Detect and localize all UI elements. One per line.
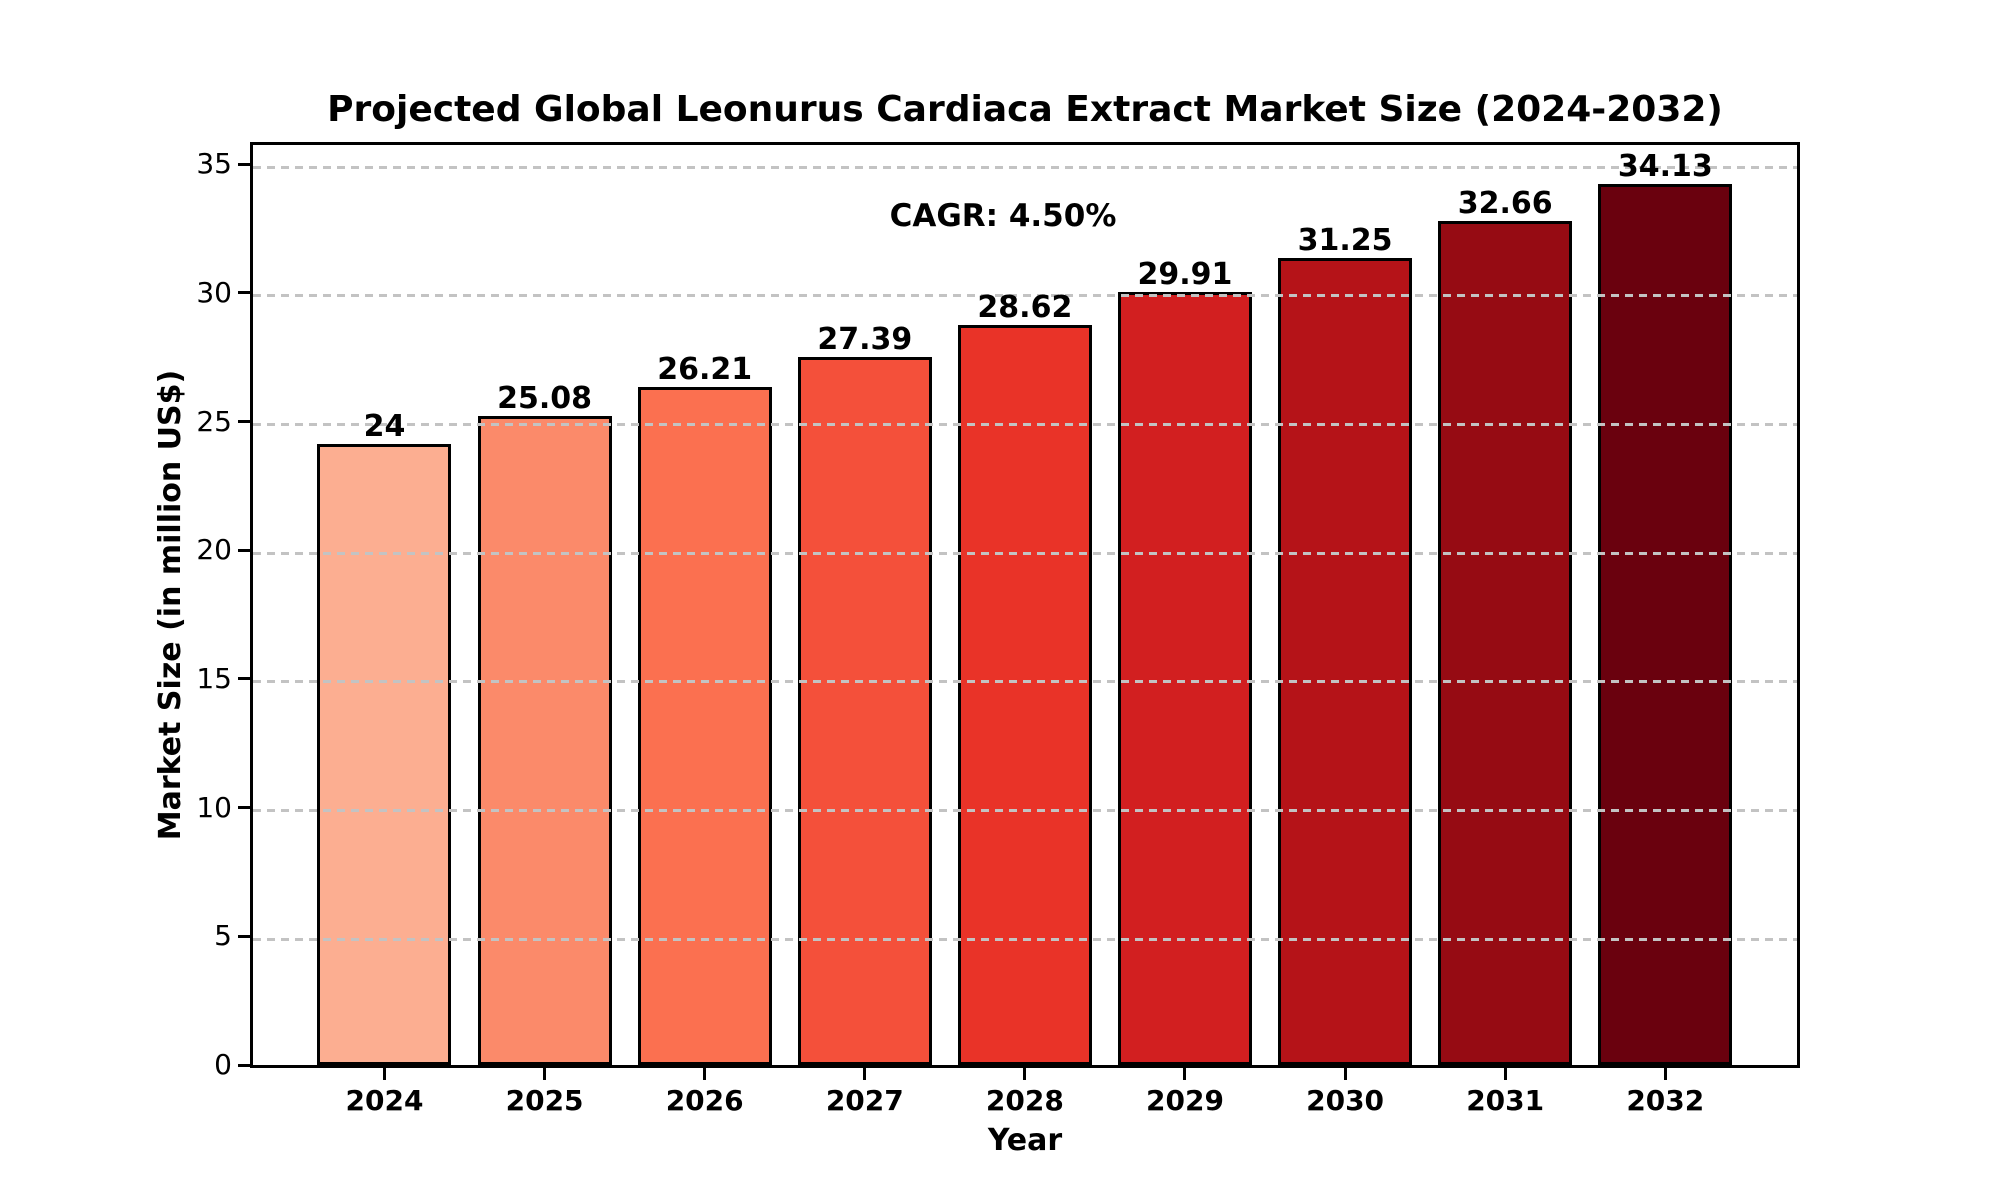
bar-value-label-2032: 34.13 [1617, 148, 1713, 184]
bar-value-label-2028: 28.62 [977, 290, 1073, 326]
bar-2025 [477, 416, 612, 1065]
x-axis-label: Year [987, 1123, 1063, 1158]
y-tick-label-35: 35 [196, 147, 232, 181]
bar-value-label-2031: 32.66 [1457, 186, 1553, 222]
bar-2026 [637, 387, 772, 1065]
x-tick-label-2028: 2028 [985, 1084, 1064, 1117]
gridline-y-25 [253, 423, 1797, 426]
bar-value-label-2024: 24 [363, 409, 406, 445]
bar-2030 [1278, 257, 1413, 1065]
bar-2032 [1598, 183, 1733, 1065]
x-tick-label-2029: 2029 [1146, 1084, 1224, 1117]
y-tick-mark-15 [238, 677, 250, 681]
bar-value-label-2026: 26.21 [657, 352, 753, 388]
x-tick-label-2031: 2031 [1466, 1084, 1545, 1117]
x-tick-mark-2026 [703, 1068, 707, 1080]
y-tick-mark-5 [238, 934, 250, 938]
bar-2024 [317, 444, 452, 1065]
bar-value-label-2029: 29.91 [1137, 257, 1233, 293]
y-tick-mark-30 [238, 291, 250, 295]
y-tick-mark-20 [238, 548, 250, 552]
y-tick-mark-35 [238, 162, 250, 166]
gridline-y-30 [253, 294, 1797, 298]
chart-title: Projected Global Leonurus Cardiaca Extra… [327, 89, 1723, 130]
y-tick-mark-0 [238, 1063, 250, 1067]
x-tick-mark-2025 [543, 1068, 547, 1080]
y-axis-label: Market Size (in million US$) [153, 369, 188, 841]
y-tick-label-15: 15 [196, 661, 232, 695]
x-tick-mark-2031 [1503, 1068, 1507, 1080]
y-tick-mark-10 [238, 806, 250, 810]
plot-area: 24 25.08 26.21 27.39 28.62 29.91 31.25 32.66 34.… [250, 142, 1800, 1068]
bar-2031 [1438, 221, 1573, 1065]
x-tick-label-2030: 2030 [1306, 1084, 1385, 1117]
y-tick-label-0: 0 [214, 1048, 232, 1081]
bar-2027 [797, 356, 932, 1065]
x-tick-mark-2028 [1023, 1068, 1027, 1080]
x-tick-mark-2030 [1343, 1068, 1347, 1080]
x-tick-mark-2032 [1663, 1068, 1667, 1080]
gridline-y-5 [253, 937, 1797, 941]
bar-value-label-2030: 31.25 [1297, 222, 1393, 258]
gridline-y-35 [253, 165, 1797, 169]
gridline-y-20 [253, 551, 1797, 555]
y-tick-label-30: 30 [196, 275, 232, 309]
bar-2028 [957, 325, 1092, 1065]
y-tick-label-5: 5 [214, 919, 232, 953]
x-tick-label-2026: 2026 [665, 1084, 744, 1117]
cagr-annotation: CAGR: 4.50% [889, 198, 1117, 234]
x-tick-label-2027: 2027 [825, 1084, 904, 1117]
bar-2029 [1117, 292, 1252, 1065]
x-tick-mark-2029 [1183, 1068, 1187, 1080]
x-tick-label-2024: 2024 [345, 1084, 424, 1117]
y-tick-label-10: 10 [196, 790, 232, 824]
x-tick-mark-2027 [863, 1068, 867, 1080]
x-tick-label-2032: 2032 [1626, 1084, 1705, 1117]
x-tick-label-2025: 2025 [505, 1084, 584, 1117]
y-tick-label-20: 20 [196, 533, 232, 567]
gridline-y-10 [253, 809, 1797, 813]
bar-value-label-2027: 27.39 [817, 321, 913, 357]
gridline-y-15 [253, 680, 1797, 684]
y-tick-mark-25 [238, 420, 250, 423]
bar-value-label-2025: 25.08 [497, 381, 593, 417]
x-tick-mark-2024 [382, 1068, 386, 1080]
plot-inner: 24 25.08 26.21 27.39 28.62 29.91 31.25 32.66 34.… [253, 145, 1797, 1065]
y-tick-label-25: 25 [196, 404, 232, 438]
